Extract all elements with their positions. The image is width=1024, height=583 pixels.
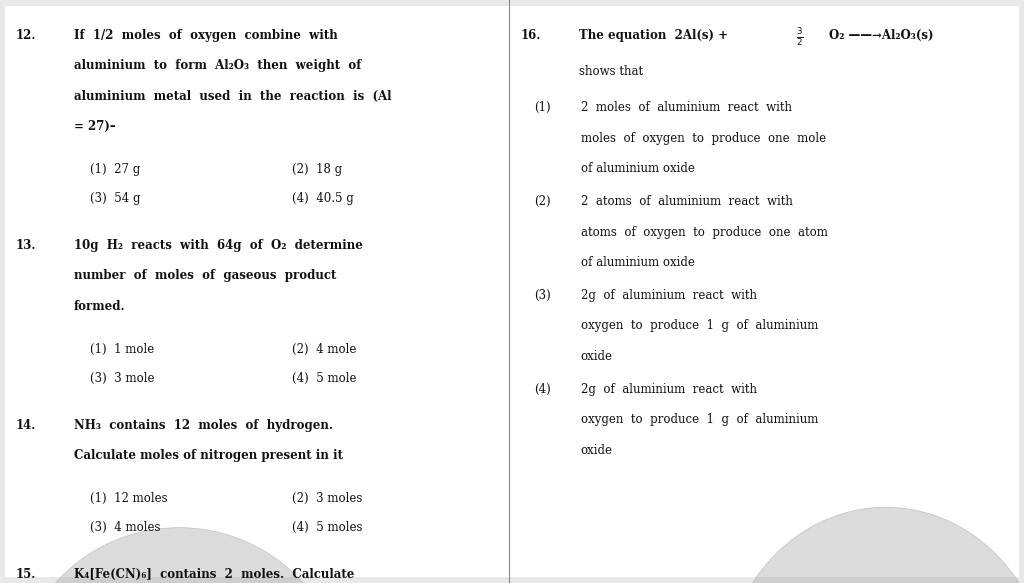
Text: (2)  18 g: (2) 18 g bbox=[292, 163, 342, 176]
FancyBboxPatch shape bbox=[5, 6, 1019, 577]
Text: 2g  of  aluminium  react  with: 2g of aluminium react with bbox=[581, 383, 764, 396]
Text: (4)  5 mole: (4) 5 mole bbox=[292, 372, 356, 385]
Text: moles  of  oxygen  to  produce  one  mole: moles of oxygen to produce one mole bbox=[581, 132, 825, 145]
Text: 10g  H₂  reacts  with  64g  of  O₂  determine: 10g H₂ reacts with 64g of O₂ determine bbox=[74, 239, 362, 252]
Text: of aluminium oxide: of aluminium oxide bbox=[581, 256, 694, 269]
Text: 15.: 15. bbox=[15, 568, 36, 581]
Text: number  of  moles  of  gaseous  product: number of moles of gaseous product bbox=[74, 269, 336, 282]
Text: 2g  of  aluminium  react  with: 2g of aluminium react with bbox=[581, 289, 764, 302]
Ellipse shape bbox=[722, 507, 1024, 583]
Text: (2)  4 mole: (2) 4 mole bbox=[292, 343, 356, 356]
Text: formed.: formed. bbox=[74, 300, 125, 312]
Text: 16.: 16. bbox=[520, 29, 541, 42]
Text: oxygen  to  produce  1  g  of  aluminium: oxygen to produce 1 g of aluminium bbox=[581, 413, 818, 426]
Text: $\frac{3}{2}$: $\frac{3}{2}$ bbox=[796, 26, 803, 48]
Text: oxide: oxide bbox=[581, 444, 612, 456]
Text: shows that: shows that bbox=[579, 65, 643, 78]
Text: (2): (2) bbox=[535, 195, 551, 208]
Text: O₂ ——→Al₂O₃(s): O₂ ——→Al₂O₃(s) bbox=[829, 29, 934, 42]
Text: (2)  3 moles: (2) 3 moles bbox=[292, 492, 362, 505]
Text: If  1/2  moles  of  oxygen  combine  with: If 1/2 moles of oxygen combine with bbox=[74, 29, 338, 42]
Ellipse shape bbox=[15, 528, 343, 583]
Text: (1): (1) bbox=[535, 101, 551, 114]
Text: (3)  54 g: (3) 54 g bbox=[90, 192, 140, 205]
Text: Calculate moles of nitrogen present in it: Calculate moles of nitrogen present in i… bbox=[74, 449, 343, 462]
Text: oxygen  to  produce  1  g  of  aluminium: oxygen to produce 1 g of aluminium bbox=[581, 319, 818, 332]
Text: atoms  of  oxygen  to  produce  one  atom: atoms of oxygen to produce one atom bbox=[581, 226, 827, 238]
Text: = 27)–: = 27)– bbox=[74, 120, 116, 133]
Text: K₄[Fe(CN)₆]  contains  2  moles.  Calculate: K₄[Fe(CN)₆] contains 2 moles. Calculate bbox=[74, 568, 354, 581]
Text: 14.: 14. bbox=[15, 419, 36, 431]
Text: (3): (3) bbox=[535, 289, 551, 302]
Text: (1)  1 mole: (1) 1 mole bbox=[90, 343, 155, 356]
Text: NH₃  contains  12  moles  of  hydrogen.: NH₃ contains 12 moles of hydrogen. bbox=[74, 419, 333, 431]
Text: (4)  5 moles: (4) 5 moles bbox=[292, 521, 362, 534]
Text: of aluminium oxide: of aluminium oxide bbox=[581, 162, 694, 175]
Text: aluminium  metal  used  in  the  reaction  is  (Al: aluminium metal used in the reaction is … bbox=[74, 90, 391, 103]
Text: oxide: oxide bbox=[581, 350, 612, 363]
Text: (3)  4 moles: (3) 4 moles bbox=[90, 521, 161, 534]
Text: (1)  12 moles: (1) 12 moles bbox=[90, 492, 168, 505]
Text: 12.: 12. bbox=[15, 29, 36, 42]
Text: 13.: 13. bbox=[15, 239, 36, 252]
Text: (1)  27 g: (1) 27 g bbox=[90, 163, 140, 176]
Text: 2  atoms  of  aluminium  react  with: 2 atoms of aluminium react with bbox=[581, 195, 800, 208]
Text: 2  moles  of  aluminium  react  with: 2 moles of aluminium react with bbox=[581, 101, 799, 114]
Text: (3)  3 mole: (3) 3 mole bbox=[90, 372, 155, 385]
Text: (4)  40.5 g: (4) 40.5 g bbox=[292, 192, 353, 205]
Text: aluminium  to  form  Al₂O₃  then  weight  of: aluminium to form Al₂O₃ then weight of bbox=[74, 59, 361, 72]
Text: (4): (4) bbox=[535, 383, 551, 396]
Text: The equation  2Al(s) +: The equation 2Al(s) + bbox=[579, 29, 728, 42]
